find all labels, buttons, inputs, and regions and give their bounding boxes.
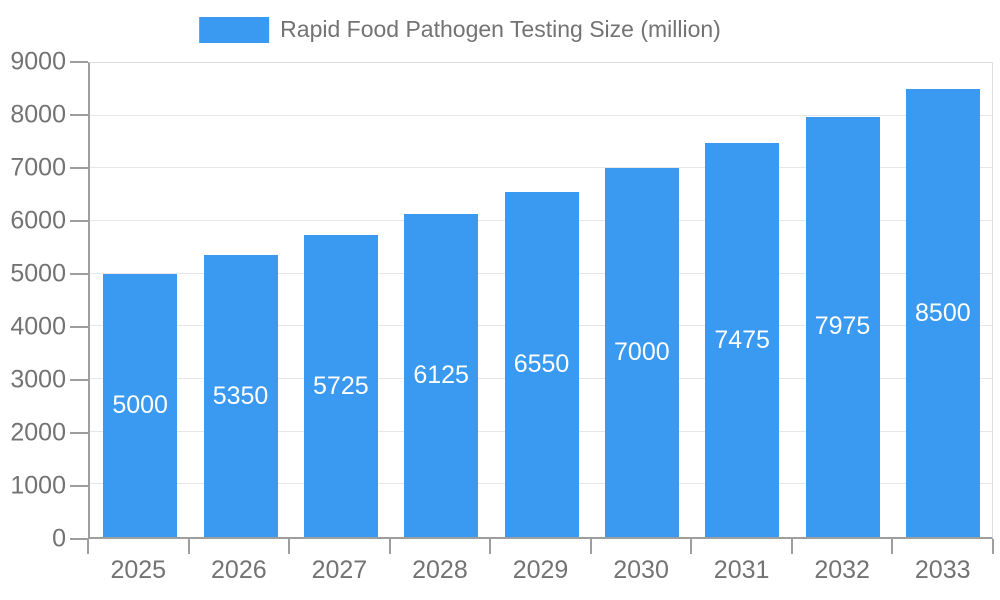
- bar-value-label: 7475: [714, 325, 770, 354]
- y-axis-label: 1000: [10, 471, 66, 500]
- y-axis-tick: [70, 485, 88, 487]
- x-axis-label: 2029: [512, 556, 569, 584]
- y-axis-tick: [70, 379, 88, 381]
- bar-2030[interactable]: 7000: [604, 168, 679, 537]
- x-axis-tick: [489, 539, 492, 554]
- y-axis-label: 6000: [10, 206, 66, 235]
- x-axis-tick: [589, 539, 592, 554]
- y-axis-tick: [70, 538, 88, 540]
- gridline: [90, 114, 992, 116]
- x-axis-tick: [790, 539, 793, 554]
- y-axis-tick: [70, 326, 88, 328]
- chart-legend[interactable]: Rapid Food Pathogen Testing Size (millio…: [199, 16, 721, 43]
- legend-swatch: [199, 16, 270, 43]
- y-axis-label: 2000: [10, 418, 66, 447]
- y-axis-tick: [70, 432, 88, 434]
- x-axis-tick: [288, 539, 291, 554]
- x-axis-tick: [187, 539, 190, 554]
- bar-value-label: 5000: [112, 390, 168, 419]
- x-axis-label: 2030: [613, 556, 669, 584]
- bar-value-label: 8500: [915, 298, 971, 327]
- bar-2029[interactable]: 6550: [504, 192, 579, 537]
- x-axis-label: 2031: [713, 556, 770, 584]
- x-axis-label: 2027: [311, 556, 368, 584]
- x-axis-tick: [891, 539, 894, 554]
- y-axis-tick: [70, 167, 88, 169]
- bar-2027[interactable]: 5725: [303, 235, 378, 537]
- bar-2025[interactable]: 5000: [103, 273, 178, 537]
- x-axis-label: 2026: [211, 556, 267, 584]
- y-axis-tick: [70, 61, 88, 63]
- y-axis-label: 8000: [10, 100, 66, 129]
- x-axis-tick: [388, 539, 391, 554]
- y-axis-label: 7000: [10, 153, 66, 182]
- y-axis-label: 9000: [10, 47, 66, 76]
- x-axis-label: 2032: [814, 556, 870, 584]
- x-axis-label: 2028: [412, 556, 468, 584]
- bar-2026[interactable]: 5350: [203, 255, 278, 537]
- bar-value-label: 6550: [513, 350, 570, 379]
- gridline: [90, 167, 992, 169]
- bar-value-label: 7975: [814, 312, 871, 341]
- y-axis-tick: [70, 273, 88, 275]
- y-axis-tick: [70, 220, 88, 222]
- bar-value-label: 5725: [313, 371, 369, 400]
- bar-value-label: 7000: [614, 338, 670, 367]
- bar-2031[interactable]: 7475: [705, 143, 780, 537]
- x-axis-tick: [690, 539, 693, 554]
- bar-value-label: 5350: [212, 381, 269, 410]
- bar-2032[interactable]: 7975: [805, 116, 880, 537]
- bar-value-label: 6125: [413, 361, 469, 390]
- bar-2033[interactable]: 8500: [905, 89, 980, 537]
- y-axis-label: 4000: [10, 312, 66, 341]
- legend-label: Rapid Food Pathogen Testing Size (millio…: [280, 16, 721, 42]
- y-axis-label: 3000: [10, 365, 66, 394]
- x-axis-tick: [992, 539, 994, 554]
- y-axis-label: 5000: [10, 259, 66, 288]
- y-axis-tick: [70, 114, 88, 116]
- bar-2028[interactable]: 6125: [404, 214, 479, 537]
- x-axis-label: 2033: [914, 556, 971, 584]
- x-axis-tick: [87, 539, 89, 554]
- plot-area: 5000 5350 5725 6125 6550 7000 7475 7975 8500: [88, 62, 993, 539]
- y-axis-label: 0: [52, 524, 66, 553]
- x-axis-label: 2025: [110, 556, 167, 584]
